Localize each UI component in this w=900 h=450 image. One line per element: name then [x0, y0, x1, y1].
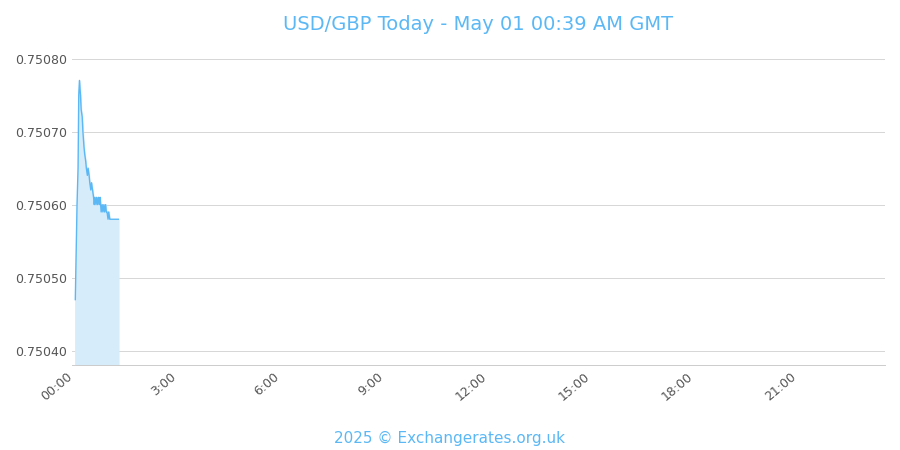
- Title: USD/GBP Today - May 01 00:39 AM GMT: USD/GBP Today - May 01 00:39 AM GMT: [284, 15, 673, 34]
- Text: 2025 © Exchangerates.org.uk: 2025 © Exchangerates.org.uk: [335, 431, 565, 446]
